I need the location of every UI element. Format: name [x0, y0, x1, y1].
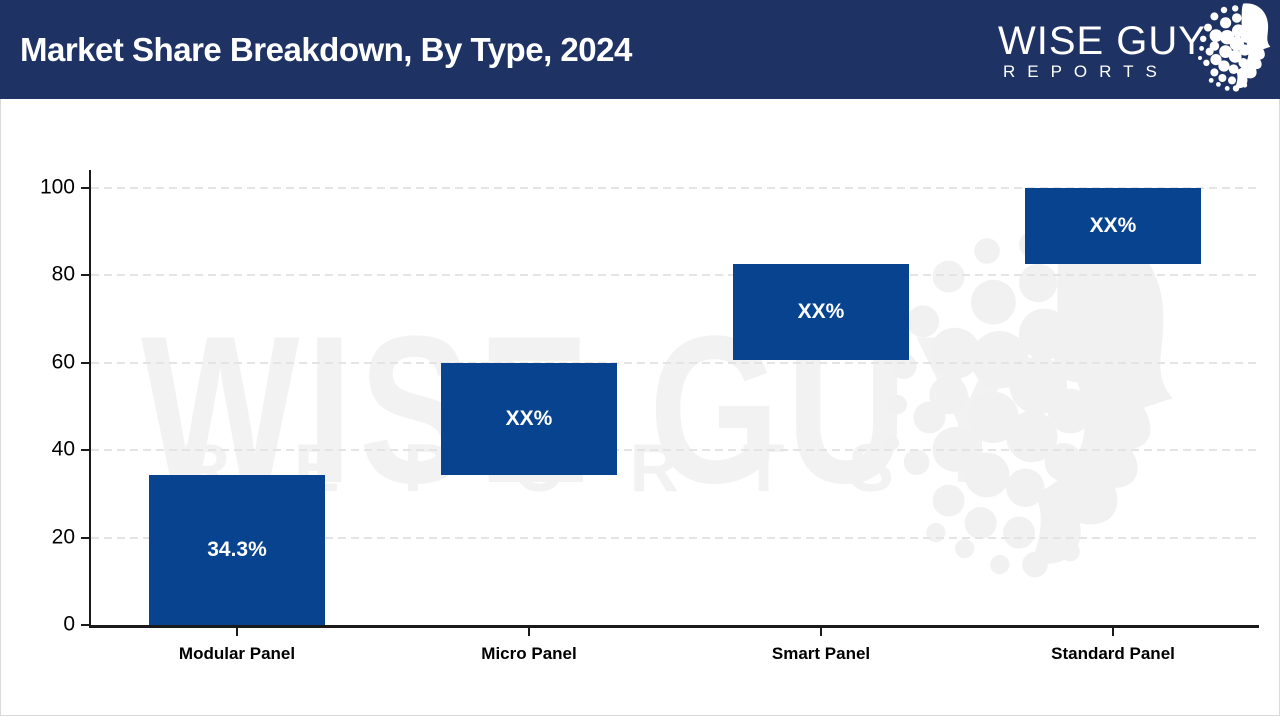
bar: XX%	[441, 362, 617, 475]
bar: XX%	[733, 264, 909, 361]
x-tick-mark	[820, 628, 822, 636]
x-tick-mark	[1112, 628, 1114, 636]
y-tick-mark	[81, 274, 89, 276]
gridline	[91, 449, 1259, 451]
chart-area: WISE GUY REPORTS 02040608010034.3%Modula…	[0, 99, 1280, 716]
gridline	[91, 536, 1259, 539]
x-axis-label: Standard Panel	[1051, 644, 1175, 663]
gridline	[91, 186, 1259, 189]
bar-value-label: XX%	[797, 300, 845, 324]
y-tick-label: 100	[39, 175, 75, 199]
x-axis-label: Modular Panel	[178, 644, 296, 663]
plot-area: 0 20 40 60 80 100 34.3% Modular Panel XX% Micro P…	[40, 170, 1259, 663]
logo-head-icon	[1192, 2, 1272, 98]
y-tick-mark	[81, 536, 89, 539]
y-tick-mark	[81, 624, 89, 626]
logo-wordmark: WISE GUY	[997, 18, 1206, 63]
x-tick-mark	[236, 628, 238, 636]
logo-text: WISE GUY REPORTS	[998, 20, 1206, 82]
gridline	[91, 361, 1259, 364]
x-axis-label: Micro Panel	[481, 644, 577, 663]
y-tick-mark	[81, 186, 89, 189]
bar: XX%	[1025, 187, 1201, 265]
x-tick-mark	[528, 628, 530, 636]
x-axis-label: Smart Panel	[771, 644, 871, 663]
y-tick-label: 40	[51, 437, 75, 461]
bar: 34.3%	[149, 474, 325, 625]
y-tick-label: 80	[51, 262, 75, 286]
y-tick-label: 20	[51, 525, 75, 549]
y-tick-label: 0	[63, 612, 75, 636]
logo: WISE GUY REPORTS	[998, 2, 1280, 98]
chart-title: Market Share Breakdown, By Type, 2024	[20, 30, 632, 68]
header-bar: Market Share Breakdown, By Type, 2024 WI…	[0, 0, 1280, 99]
y-tick-mark	[81, 449, 89, 451]
logo-subtitle: REPORTS	[1002, 61, 1169, 81]
gridline	[91, 274, 1259, 276]
bar-value-label: 34.3%	[207, 537, 267, 561]
y-tick-label: 60	[51, 350, 75, 374]
y-tick-mark	[81, 361, 89, 364]
bar-value-label: XX%	[1089, 213, 1137, 237]
bar-value-label: XX%	[505, 406, 553, 430]
